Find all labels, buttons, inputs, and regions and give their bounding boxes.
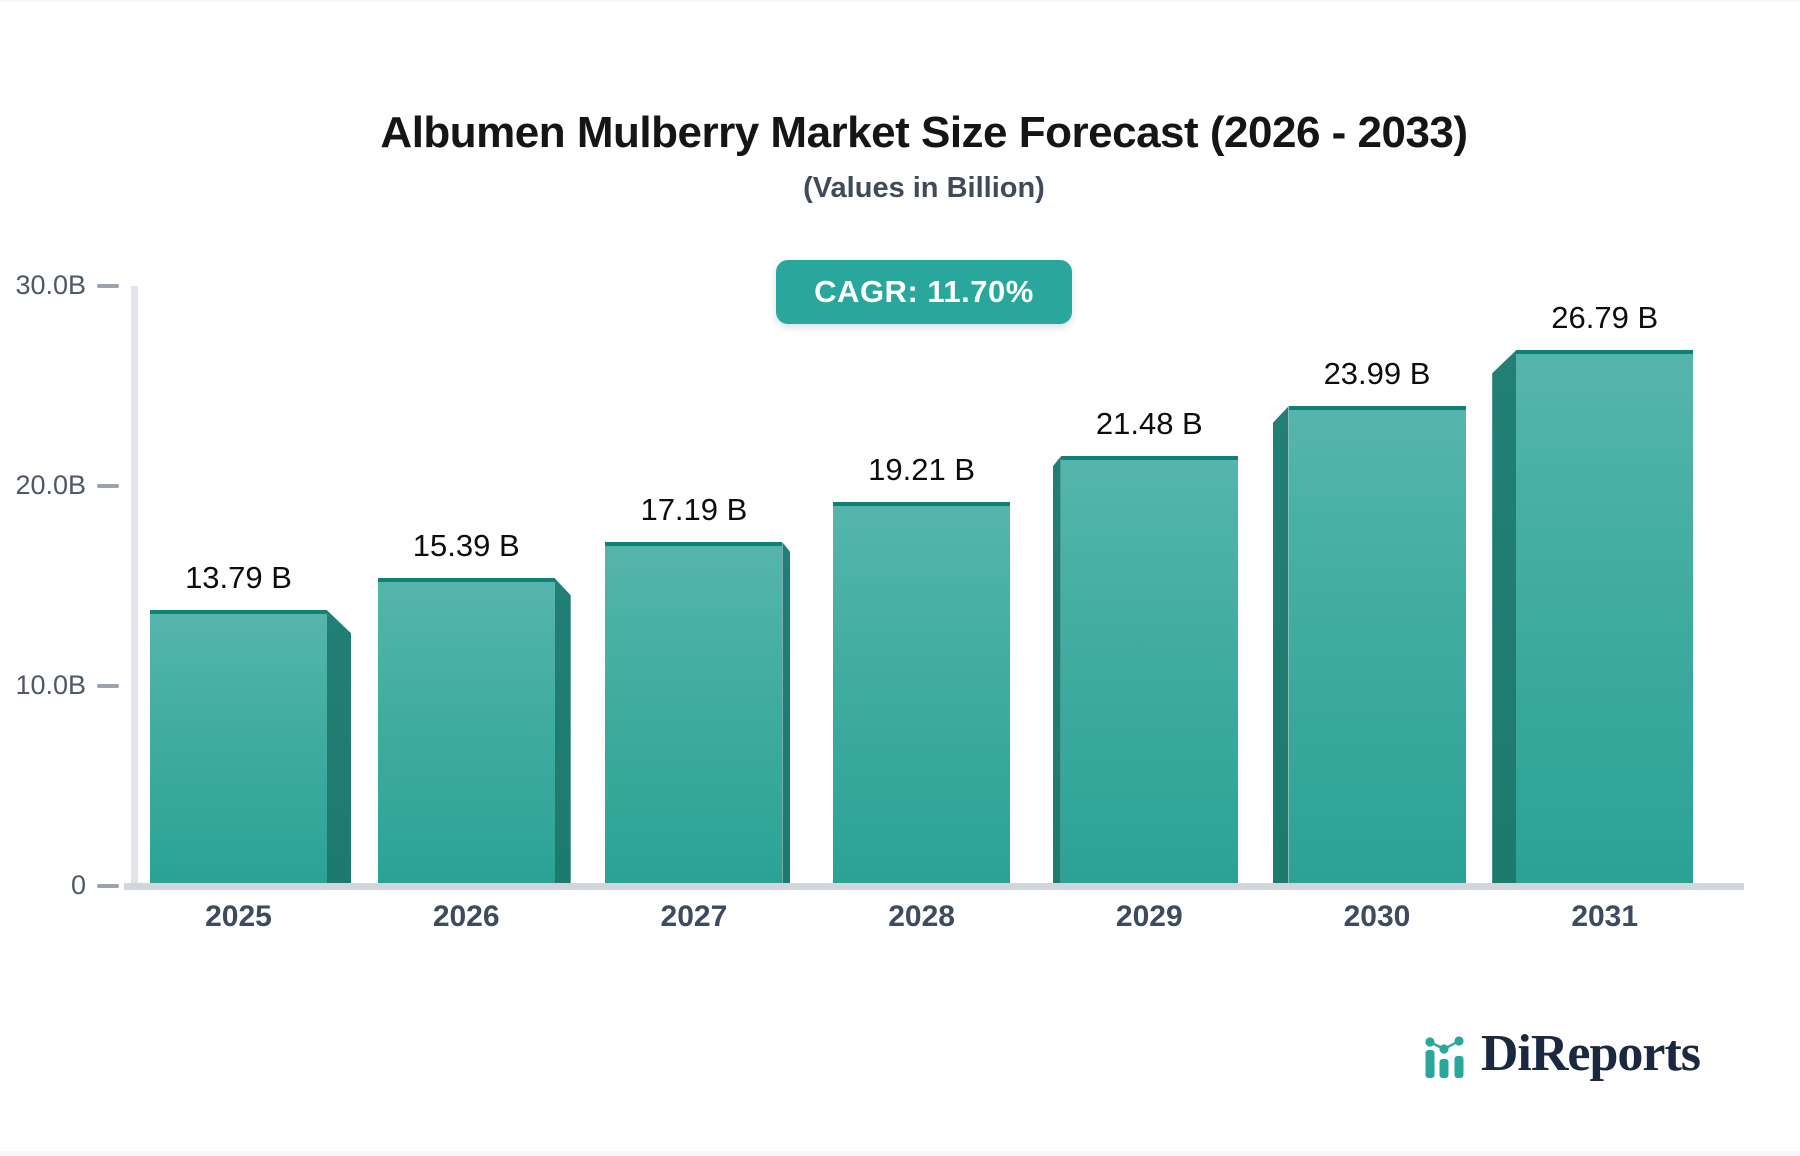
x-axis-label-2031: 2031 [1571,900,1639,933]
bar-side-2030 [1272,406,1289,886]
bar-face-2025 [150,610,327,886]
bar-face-2030 [1288,406,1466,886]
x-axis-label-2029: 2029 [1115,900,1183,933]
cagr-badge-wrap: CAGR: 11.70% [48,260,1800,324]
bar-2027 [605,542,791,886]
value-label-2027: 17.19 B [640,492,748,528]
bar-side-2025 [327,610,351,886]
bar-side-2031 [1492,350,1517,886]
x-axis-label-2027: 2027 [660,900,728,933]
bar-side-2027 [782,542,791,886]
chart-subtitle: (Values in Billion) [803,172,1045,204]
y-tick-dash [97,884,119,888]
bar-face-2027 [605,542,783,886]
x-axis-label-2028: 2028 [888,900,955,933]
y-axis-line [131,286,138,889]
bar-side-2029 [1052,456,1061,886]
x-axis-label-2030: 2030 [1343,900,1411,933]
cagr-badge: CAGR: 11.70% [776,260,1072,324]
y-tick-dash [97,684,119,688]
y-tick-label-0: 0 [70,870,86,900]
bar-face-2031 [1516,350,1694,886]
value-label-2025: 13.79 B [185,560,292,596]
bar-chart-trend-icon [1423,1034,1471,1080]
value-label-2030: 23.99 B [1323,356,1431,392]
bar-2028 [833,501,1011,886]
bar-side-2026 [554,578,571,886]
bar-face-2028 [833,501,1011,886]
y-tick-label-30.0B: 30.0B [15,270,86,300]
x-axis-label-2026: 2026 [432,900,500,933]
y-tick-label-10.0B: 10.0B [15,670,86,700]
brand-logo: DiReports [1423,1025,1701,1082]
value-label-2029: 21.48 B [1095,406,1203,442]
value-label-2026: 15.39 B [412,528,520,564]
bar-2025 [150,610,351,886]
bar-face-2026 [377,578,555,886]
y-tick-dash [97,284,119,288]
value-label-2028: 19.21 B [868,451,976,487]
bar-face-2029 [1060,456,1238,886]
x-axis-label-2025: 2025 [205,900,272,933]
bar-2030 [1272,406,1466,886]
bar-2026 [377,578,571,886]
logo-text: DiReports [1480,1025,1701,1082]
y-tick-dash [97,484,119,488]
y-tick-label-20.0B: 20.0B [15,470,86,500]
chart-title: Albumen Mulberry Market Size Forecast (2… [380,108,1468,157]
bar-2031 [1492,350,1694,886]
value-label-2031: 26.79 B [1551,300,1659,336]
bar-2029 [1052,456,1238,886]
x-axis-line [124,883,1744,890]
